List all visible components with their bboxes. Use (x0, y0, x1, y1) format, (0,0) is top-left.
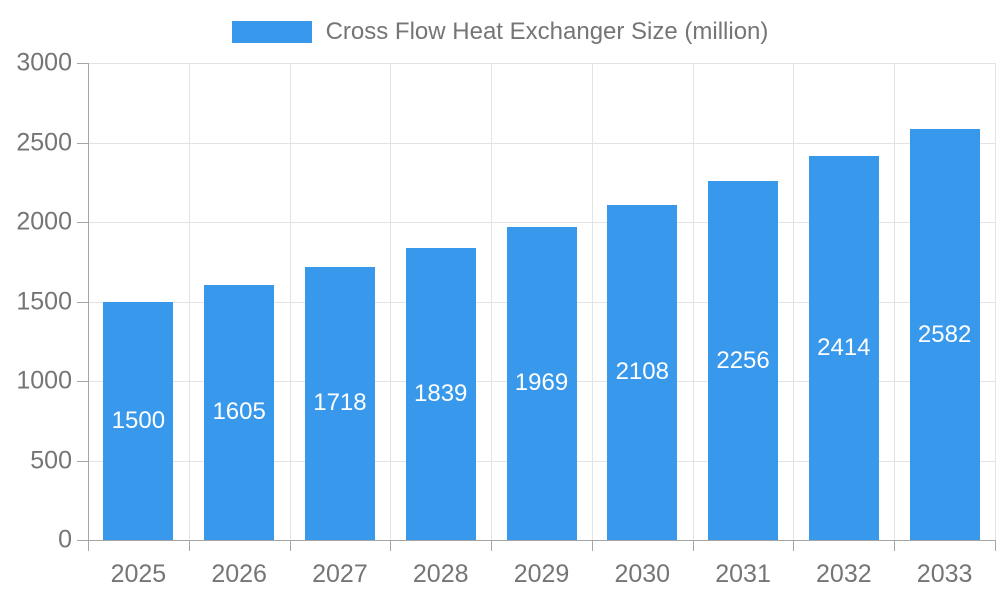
y-axis-tick (77, 142, 88, 144)
y-axis-tick (77, 301, 88, 303)
x-axis-tick (188, 540, 190, 551)
x-tick-label: 2031 (715, 560, 771, 588)
y-gridline (88, 222, 995, 223)
x-axis-tick (289, 540, 291, 551)
x-axis-tick (591, 540, 593, 551)
x-axis-line (77, 540, 995, 541)
x-tick-label: 2030 (614, 560, 671, 588)
legend-label: Cross Flow Heat Exchanger Size (million) (325, 18, 769, 45)
x-axis-tick (491, 540, 493, 551)
legend-item[interactable]: Cross Flow Heat Exchanger Size (million) (0, 14, 1000, 50)
x-gridline (591, 63, 593, 540)
y-tick-label: 3000 (16, 48, 72, 77)
x-axis-tick (692, 540, 694, 551)
bar-2029[interactable]: 1969 (506, 226, 577, 540)
x-tick-label: 2028 (412, 560, 469, 588)
bar-value-label: 2582 (917, 320, 972, 348)
x-tick-label: 2027 (312, 560, 368, 588)
y-tick-label: 2000 (16, 207, 72, 236)
bar-value-label: 2414 (817, 334, 871, 362)
bar-value-label: 1839 (414, 379, 468, 407)
y-axis-tick (77, 63, 88, 64)
bar-2027[interactable]: 1718 (304, 266, 375, 540)
bar-value-label: 1969 (514, 369, 569, 397)
x-gridline (692, 63, 694, 540)
bar-value-label: 1718 (313, 389, 367, 417)
x-axis-tick (995, 540, 996, 551)
y-tick-label: 500 (30, 446, 72, 474)
bar-2028[interactable]: 1839 (405, 247, 476, 540)
bar-value-label: 1605 (212, 398, 266, 426)
bar-2025[interactable]: 1500 (103, 301, 174, 540)
y-tick-label: 2500 (16, 128, 72, 156)
x-axis-tick (88, 540, 89, 551)
x-tick-label: 2029 (513, 560, 570, 588)
x-gridline (289, 63, 291, 540)
y-gridline (88, 63, 995, 64)
x-tick-label: 2033 (916, 560, 973, 588)
x-gridline (491, 63, 493, 540)
legend-swatch-icon (231, 21, 312, 43)
x-axis-tick (793, 540, 795, 551)
bar-2033[interactable]: 2582 (909, 129, 980, 540)
x-gridline (894, 63, 896, 540)
x-tick-label: 2032 (816, 560, 872, 588)
x-gridline (188, 63, 190, 540)
x-tick-label: 2026 (211, 560, 267, 588)
plot-area: 1500 1605 1718 1839 1969 2108 2256 2414 2582 (88, 63, 996, 540)
bar-2032[interactable]: 2414 (808, 156, 879, 540)
y-tick-label: 0 (58, 525, 72, 554)
y-tick-label: 1000 (16, 366, 72, 395)
y-axis-tick (77, 460, 88, 462)
bar-2026[interactable]: 1605 (204, 284, 275, 540)
bar-2030[interactable]: 2108 (607, 204, 678, 540)
y-axis-tick (77, 381, 88, 382)
x-gridline (995, 63, 996, 540)
bar-value-label: 2256 (716, 346, 770, 374)
y-axis-tick (77, 222, 88, 223)
bar-value-label: 2108 (615, 358, 669, 386)
y-gridline (88, 142, 995, 144)
bar-value-label: 1500 (111, 406, 166, 434)
bar-2031[interactable]: 2256 (708, 181, 779, 540)
y-axis-line (88, 63, 89, 540)
x-gridline (793, 63, 795, 540)
x-axis-tick (894, 540, 896, 551)
y-tick-label: 1500 (16, 287, 72, 315)
x-gridline (390, 63, 392, 540)
x-tick-label: 2025 (110, 560, 167, 588)
x-axis-tick (390, 540, 392, 551)
